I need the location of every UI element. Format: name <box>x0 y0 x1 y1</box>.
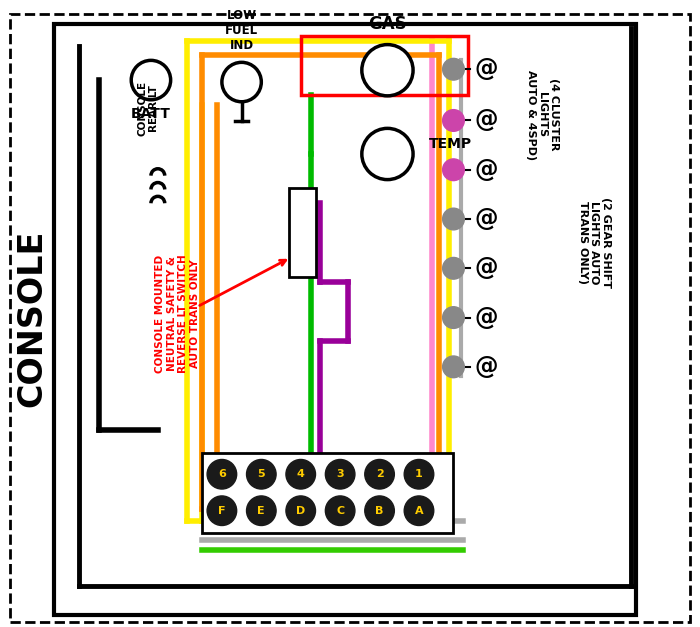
Circle shape <box>286 496 316 525</box>
Text: D: D <box>296 506 305 516</box>
Circle shape <box>442 258 464 279</box>
Text: @: @ <box>474 207 498 231</box>
Text: @: @ <box>474 158 498 182</box>
Text: 1: 1 <box>415 469 423 479</box>
Circle shape <box>442 208 464 230</box>
Circle shape <box>365 460 394 489</box>
Circle shape <box>222 62 261 102</box>
Text: LOW
FUEL
IND: LOW FUEL IND <box>225 9 258 53</box>
Circle shape <box>442 307 464 329</box>
Text: 3: 3 <box>336 469 344 479</box>
Text: E: E <box>258 506 265 516</box>
Text: @: @ <box>474 305 498 330</box>
Circle shape <box>442 110 464 131</box>
Circle shape <box>442 159 464 181</box>
Text: 5: 5 <box>258 469 265 479</box>
Text: CONSOLE
REAR LT: CONSOLE REAR LT <box>137 81 159 136</box>
Text: C: C <box>336 506 344 516</box>
Text: 6: 6 <box>218 469 226 479</box>
Circle shape <box>442 356 464 377</box>
Text: B: B <box>375 506 384 516</box>
Circle shape <box>365 496 394 525</box>
Text: @: @ <box>474 57 498 82</box>
Text: CONSOLE: CONSOLE <box>15 230 48 408</box>
Text: @: @ <box>474 256 498 280</box>
Circle shape <box>207 460 237 489</box>
Circle shape <box>246 496 276 525</box>
Circle shape <box>362 129 413 179</box>
FancyBboxPatch shape <box>10 14 690 622</box>
FancyBboxPatch shape <box>55 24 636 615</box>
Circle shape <box>246 460 276 489</box>
Circle shape <box>326 496 355 525</box>
Circle shape <box>404 460 434 489</box>
Text: F: F <box>218 506 225 516</box>
Circle shape <box>362 45 413 96</box>
Text: 4: 4 <box>297 469 304 479</box>
Text: 2: 2 <box>376 469 384 479</box>
Text: (4 CLUSTER
LIGHTS
AUTO & 4SPD): (4 CLUSTER LIGHTS AUTO & 4SPD) <box>526 70 559 160</box>
Text: @: @ <box>474 108 498 132</box>
Text: TEMP: TEMP <box>429 137 472 151</box>
Circle shape <box>404 496 434 525</box>
Text: GAS: GAS <box>368 15 407 33</box>
Text: A: A <box>414 506 424 516</box>
Circle shape <box>207 496 237 525</box>
Bar <box>202 453 454 534</box>
Circle shape <box>286 460 316 489</box>
Circle shape <box>131 60 171 100</box>
Text: (2 GEAR SHIFT
LIGHTS AUTO
TRANS ONLY): (2 GEAR SHIFT LIGHTS AUTO TRANS ONLY) <box>578 197 611 288</box>
Circle shape <box>326 460 355 489</box>
Text: CONSOLE MOUNTED
NEUTRAL SAFETY &
REVERSE LT SWITCH
AUTO TRANS ONLY: CONSOLE MOUNTED NEUTRAL SAFETY & REVERSE… <box>155 255 200 373</box>
Circle shape <box>442 58 464 80</box>
Bar <box>289 189 316 277</box>
Text: @: @ <box>474 355 498 379</box>
Text: BATT: BATT <box>131 107 171 120</box>
